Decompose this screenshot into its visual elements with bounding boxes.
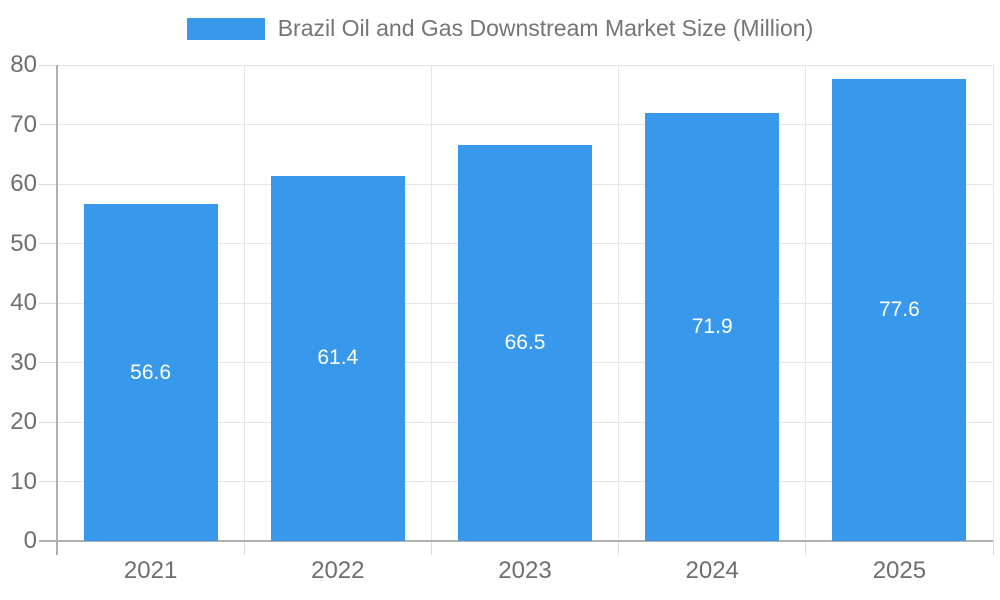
y-tick-label: 70 [10,110,37,138]
y-tick-label: 80 [10,51,37,78]
legend-label: Brazil Oil and Gas Downstream Market Siz… [277,15,814,41]
bar: 61.4 [270,175,405,541]
bar: 56.6 [83,204,218,541]
x-tick-label: 2022 [311,557,365,584]
y-tick-label: 60 [10,170,37,197]
bar: 77.6 [832,79,967,541]
y-axis-tick [39,64,57,66]
y-tick-label: 50 [10,229,37,257]
gridline-vertical [618,65,620,541]
y-tick-label: 0 [23,527,37,554]
y-axis-line [56,65,58,555]
x-axis-tick [56,541,58,555]
bar: 66.5 [458,145,592,541]
gridline-horizontal [57,64,993,66]
y-tick-label: 40 [10,289,37,316]
legend-swatch [186,17,265,40]
y-tick-label: 30 [10,348,37,376]
bar-value-label: 66.5 [504,331,546,355]
x-axis-tick [618,541,620,555]
y-tick-label: 20 [10,408,37,435]
bar-value-label: 71.9 [691,315,733,339]
gridline-vertical [805,65,807,541]
y-axis-tick [39,481,57,482]
gridline-vertical [992,65,994,541]
y-axis-tick [39,421,57,423]
x-tick-label: 2025 [872,557,927,584]
bar-value-label: 77.6 [878,298,920,322]
x-axis-tick [430,541,432,555]
y-axis-tick [39,183,57,185]
y-axis-tick [39,362,57,363]
y-axis-tick [39,243,57,244]
x-axis-tick [243,541,245,555]
x-axis-tick [992,541,994,555]
gridline-vertical [430,65,432,541]
y-axis-tick [39,124,57,125]
y-tick-label: 10 [10,467,37,495]
bar: 71.9 [645,113,780,541]
x-tick-label: 2023 [498,557,552,584]
legend[interactable]: Brazil Oil and Gas Downstream Market Siz… [0,15,1000,42]
gridline-vertical [243,65,245,541]
x-tick-label: 2024 [685,557,739,584]
bar-value-label: 61.4 [317,346,359,370]
y-axis-tick [39,302,57,304]
x-axis-tick [805,541,807,555]
x-tick-label: 2021 [123,557,178,584]
bar-value-label: 56.6 [130,360,172,384]
